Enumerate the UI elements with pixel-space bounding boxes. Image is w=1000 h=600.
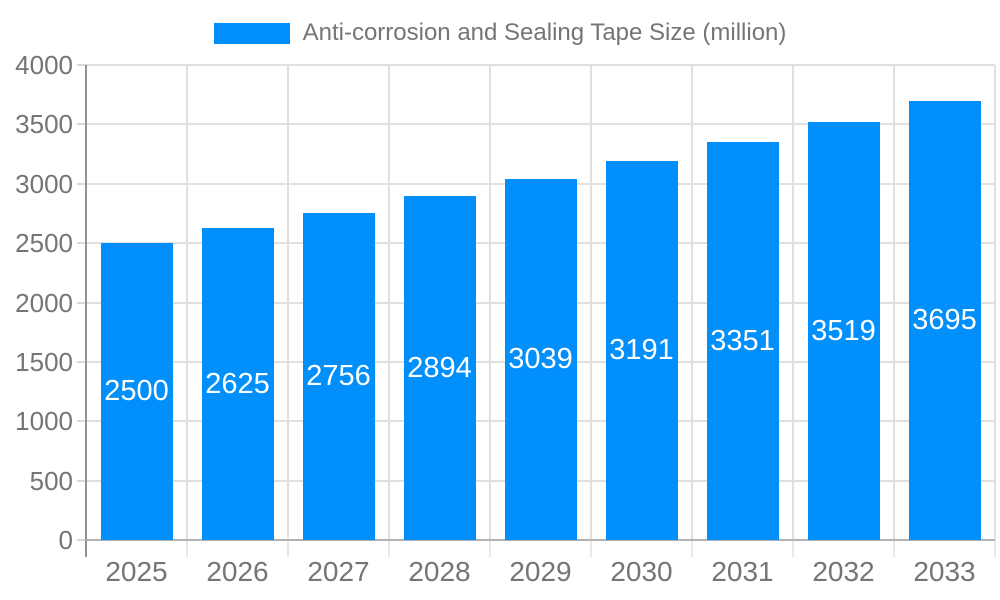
y-tick-label: 3000: [15, 168, 73, 199]
x-tick-label-2025: 2025: [105, 556, 168, 587]
y-tick-label: 4000: [15, 50, 73, 80]
x-tick-label-2033: 2033: [913, 556, 976, 587]
bar-2030: [605, 161, 678, 540]
x-tick-label-2030: 2030: [610, 556, 673, 587]
gridline-vertical: [994, 65, 996, 540]
bar-2028: [403, 196, 476, 540]
legend-label: Anti-corrosion and Sealing Tape Size (mi…: [302, 19, 787, 46]
gridline-vertical: [590, 65, 592, 540]
gridline-vertical: [186, 65, 188, 540]
x-axis-tick: [489, 540, 491, 557]
y-tick-label: 1500: [15, 346, 73, 377]
y-tick-label: 2000: [15, 287, 73, 318]
x-tick-label-2027: 2027: [307, 556, 370, 587]
x-axis-tick: [893, 540, 895, 557]
x-axis-line: [86, 539, 995, 541]
gridline-vertical: [489, 65, 491, 540]
gridline-vertical: [287, 65, 289, 540]
x-tick-label-2032: 2032: [812, 556, 875, 587]
gridline-horizontal: [86, 64, 995, 66]
legend-item[interactable]: Anti-corrosion and Sealing Tape Size (mi…: [0, 19, 1000, 46]
x-axis-tick: [792, 540, 794, 557]
bar-2026: [201, 228, 274, 540]
x-axis-tick: [287, 540, 289, 557]
y-tick-label: 0: [58, 525, 73, 555]
x-tick-label-2028: 2028: [408, 556, 471, 587]
bar-2025: [100, 243, 173, 540]
y-tick-label: 2500: [15, 228, 73, 259]
y-tick-label: 3500: [15, 109, 73, 140]
y-tick-label: 500: [29, 465, 73, 496]
bar-2029: [504, 179, 577, 540]
x-tick-label-2026: 2026: [206, 556, 269, 587]
gridline-vertical: [893, 65, 895, 540]
x-axis-tick: [388, 540, 390, 557]
x-axis-tick: [691, 540, 693, 557]
bar-2027: [302, 212, 375, 540]
x-axis-tick: [994, 540, 996, 557]
gridline-vertical: [388, 65, 390, 540]
x-axis-tick: [590, 540, 592, 557]
bar-2032: [807, 122, 880, 540]
bar-2033: [908, 101, 981, 540]
y-axis-line: [85, 65, 87, 557]
bar-2031: [706, 142, 779, 540]
x-tick-label-2031: 2031: [711, 556, 774, 587]
gridline-vertical: [691, 65, 693, 540]
x-axis-tick: [186, 540, 188, 557]
legend-swatch: [213, 22, 290, 44]
x-tick-label-2029: 2029: [509, 556, 572, 587]
gridline-vertical: [792, 65, 794, 540]
y-tick-label: 1000: [15, 406, 73, 437]
